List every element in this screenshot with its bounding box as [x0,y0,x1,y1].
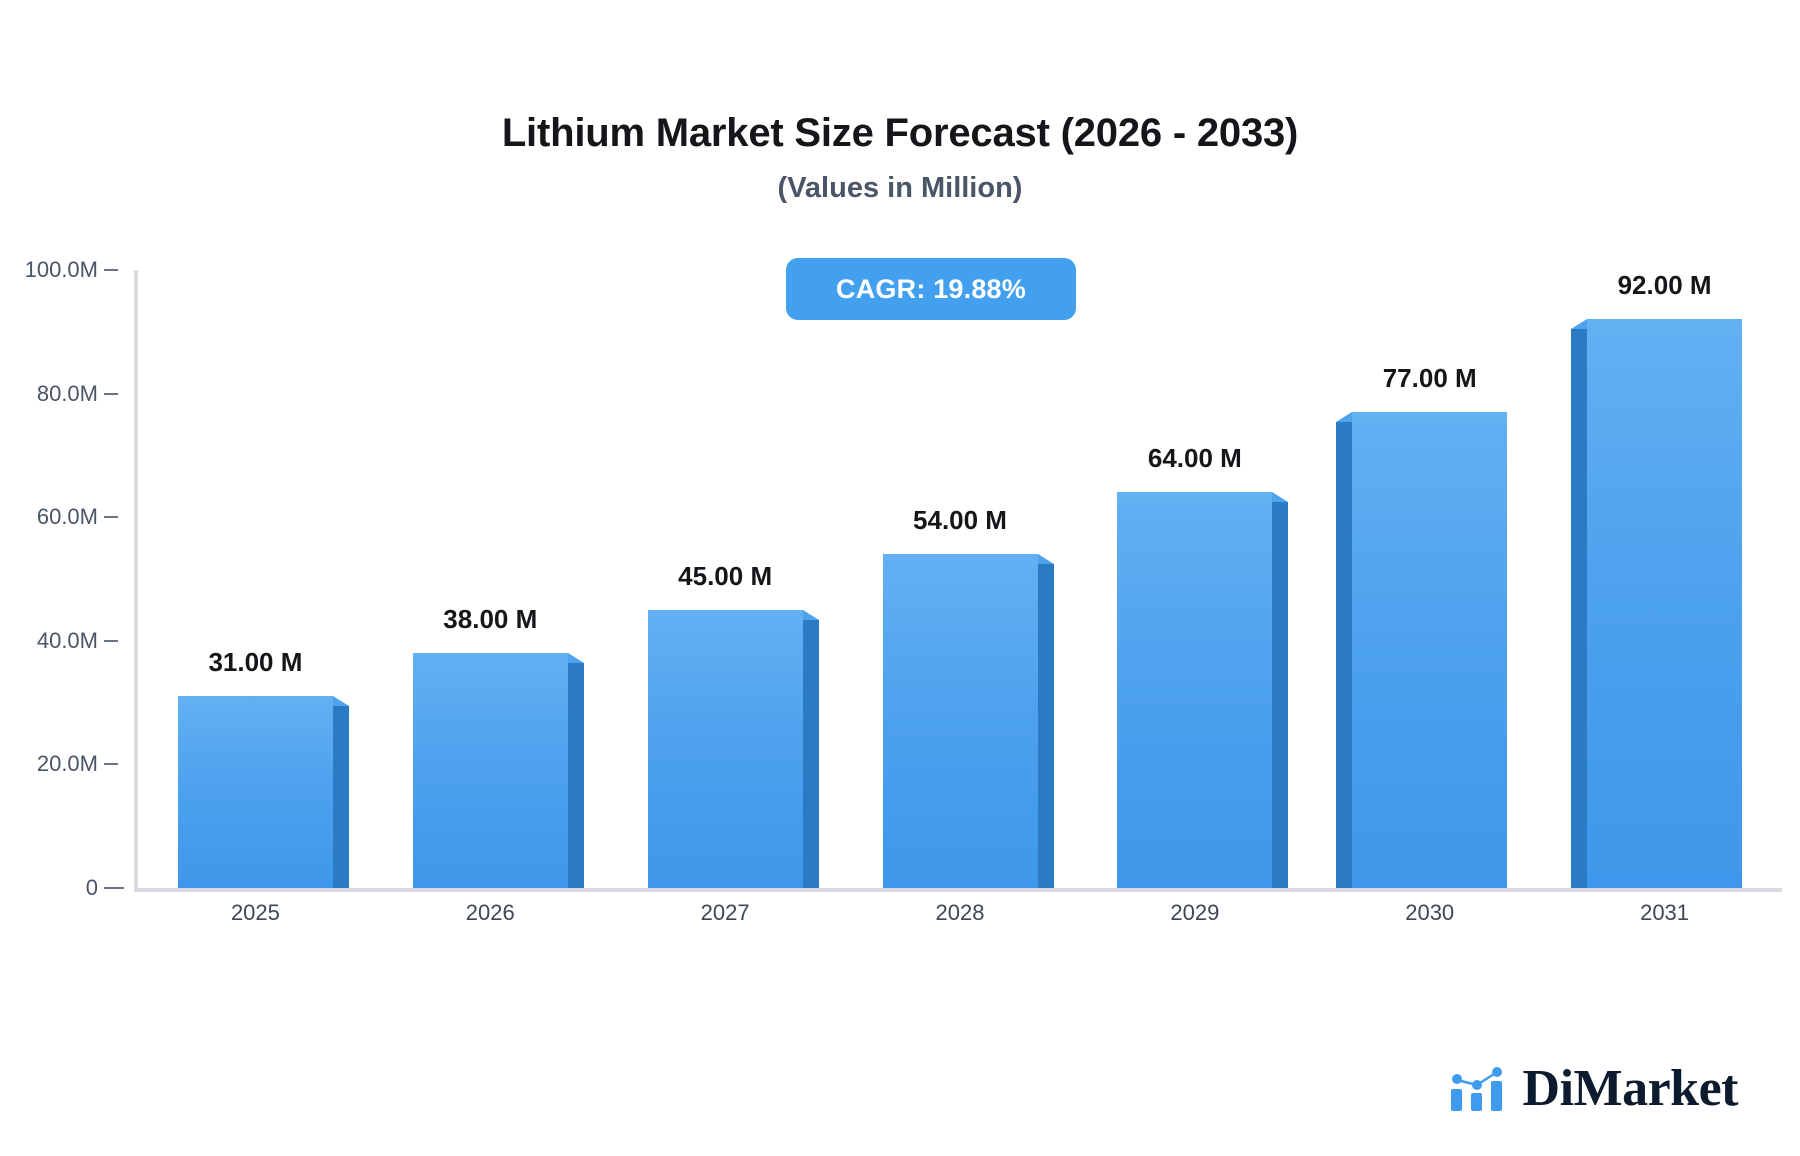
bar-face [1117,492,1273,888]
plot-area: 0 20.0M 40.0M 60.0M 80.0M 100.0M 31.00 M 38.00… [0,257,1800,900]
chart-subtitle: (Values in Million) [777,172,1023,204]
y-axis: 0 20.0M 40.0M 60.0M 80.0M 100.0M [0,257,124,900]
bar-value-label: 38.00 M [443,604,538,635]
y-axis-tick-label: 80.0M [36,380,98,406]
bar-top-face [332,696,349,707]
bar-side-face [332,706,349,888]
page-title: Lithium Market Size Forecast (2026 - 203… [501,111,1299,155]
bar-2030[interactable] [1336,412,1508,888]
y-axis-line [134,270,138,890]
y-axis-tick-mark [104,269,118,271]
cagr-badge-label: CAGR: 19.88% [836,273,1026,304]
logo-text: DiMarket [1522,1060,1739,1117]
bar-slot: 77.00 M [1336,270,1508,888]
x-axis-line [134,888,1782,892]
y-axis-tick-mark [104,392,118,395]
bar-top-face [1272,492,1289,503]
bar-value-label: 64.00 M [1147,443,1242,474]
y-axis-tick-label: 100.0M [24,257,98,282]
y-axis-tick-mark [104,516,118,519]
y-axis-tick-label: 20.0M [36,751,98,777]
bar-face [412,653,568,888]
bar-top-face [1336,412,1353,423]
bar-face [882,554,1038,888]
bar-face [647,609,803,888]
bar-side-face [1336,422,1353,888]
x-axis-tick-label: 2027 [700,900,750,925]
bar-top-face [1037,554,1054,565]
dimarket-logo: DiMarket [1449,1059,1739,1118]
bar-slot: 38.00 M [412,270,584,888]
bar-top-face [802,609,819,620]
y-axis-tick-label: 60.0M [36,504,98,530]
cagr-badge: CAGR: 19.88% [786,258,1076,320]
bar-2025[interactable] [177,696,349,888]
bar-slot: 31.00 M [177,270,349,888]
bar-2028[interactable] [882,554,1054,888]
bar-2029[interactable] [1117,492,1289,888]
bar-2031[interactable] [1571,319,1743,888]
bar-face [1352,412,1508,888]
bar-slot: 54.00 M [882,270,1054,888]
bar-value-label: 45.00 M [678,560,773,591]
bar-2026[interactable] [412,653,584,888]
x-axis: 2025 2026 2027 2028 2029 2030 2031 [138,900,1782,940]
x-axis-tick-label: 2031 [1640,900,1690,925]
bar-side-face [1037,564,1054,888]
bar-2027[interactable] [647,609,819,888]
bar-face [1587,319,1743,888]
bar-slot: 92.00 M [1571,270,1743,888]
bar-top-face [1571,319,1588,330]
x-axis-tick-label: 2028 [935,900,985,925]
y-axis-tick-mark [104,639,118,642]
title-block: Lithium Market Size Forecast (2026 - 203… [0,110,1800,205]
y-axis-tick-mark [104,887,124,889]
y-axis-tick-label: 0 [85,875,98,900]
bar-value-label: 92.00 M [1617,270,1712,301]
bar-series: 31.00 M 38.00 M 45.00 M 54.00 M 64.00 M 77.00… [138,270,1782,888]
bar-slot: 45.00 M [647,270,819,888]
bar-chart-icon [1450,1066,1502,1111]
y-axis-tick-label: 40.0M [36,627,98,653]
bar-side-face [567,663,584,888]
bar-side-face [1571,329,1588,888]
bar-face [177,696,333,888]
y-axis-tick-mark [104,763,118,766]
bar-top-face [567,653,584,664]
bar-side-face [1272,502,1289,888]
bar-value-label: 31.00 M [208,647,303,678]
bar-slot: 64.00 M [1117,270,1289,888]
x-axis-tick-label: 2029 [1170,900,1220,925]
bar-value-label: 77.00 M [1382,363,1477,394]
x-axis-tick-label: 2026 [465,900,515,925]
bar-side-face [802,619,819,888]
bar-value-label: 54.00 M [913,505,1007,536]
x-axis-tick-label: 2025 [230,900,280,925]
x-axis-tick-label: 2030 [1405,900,1455,925]
